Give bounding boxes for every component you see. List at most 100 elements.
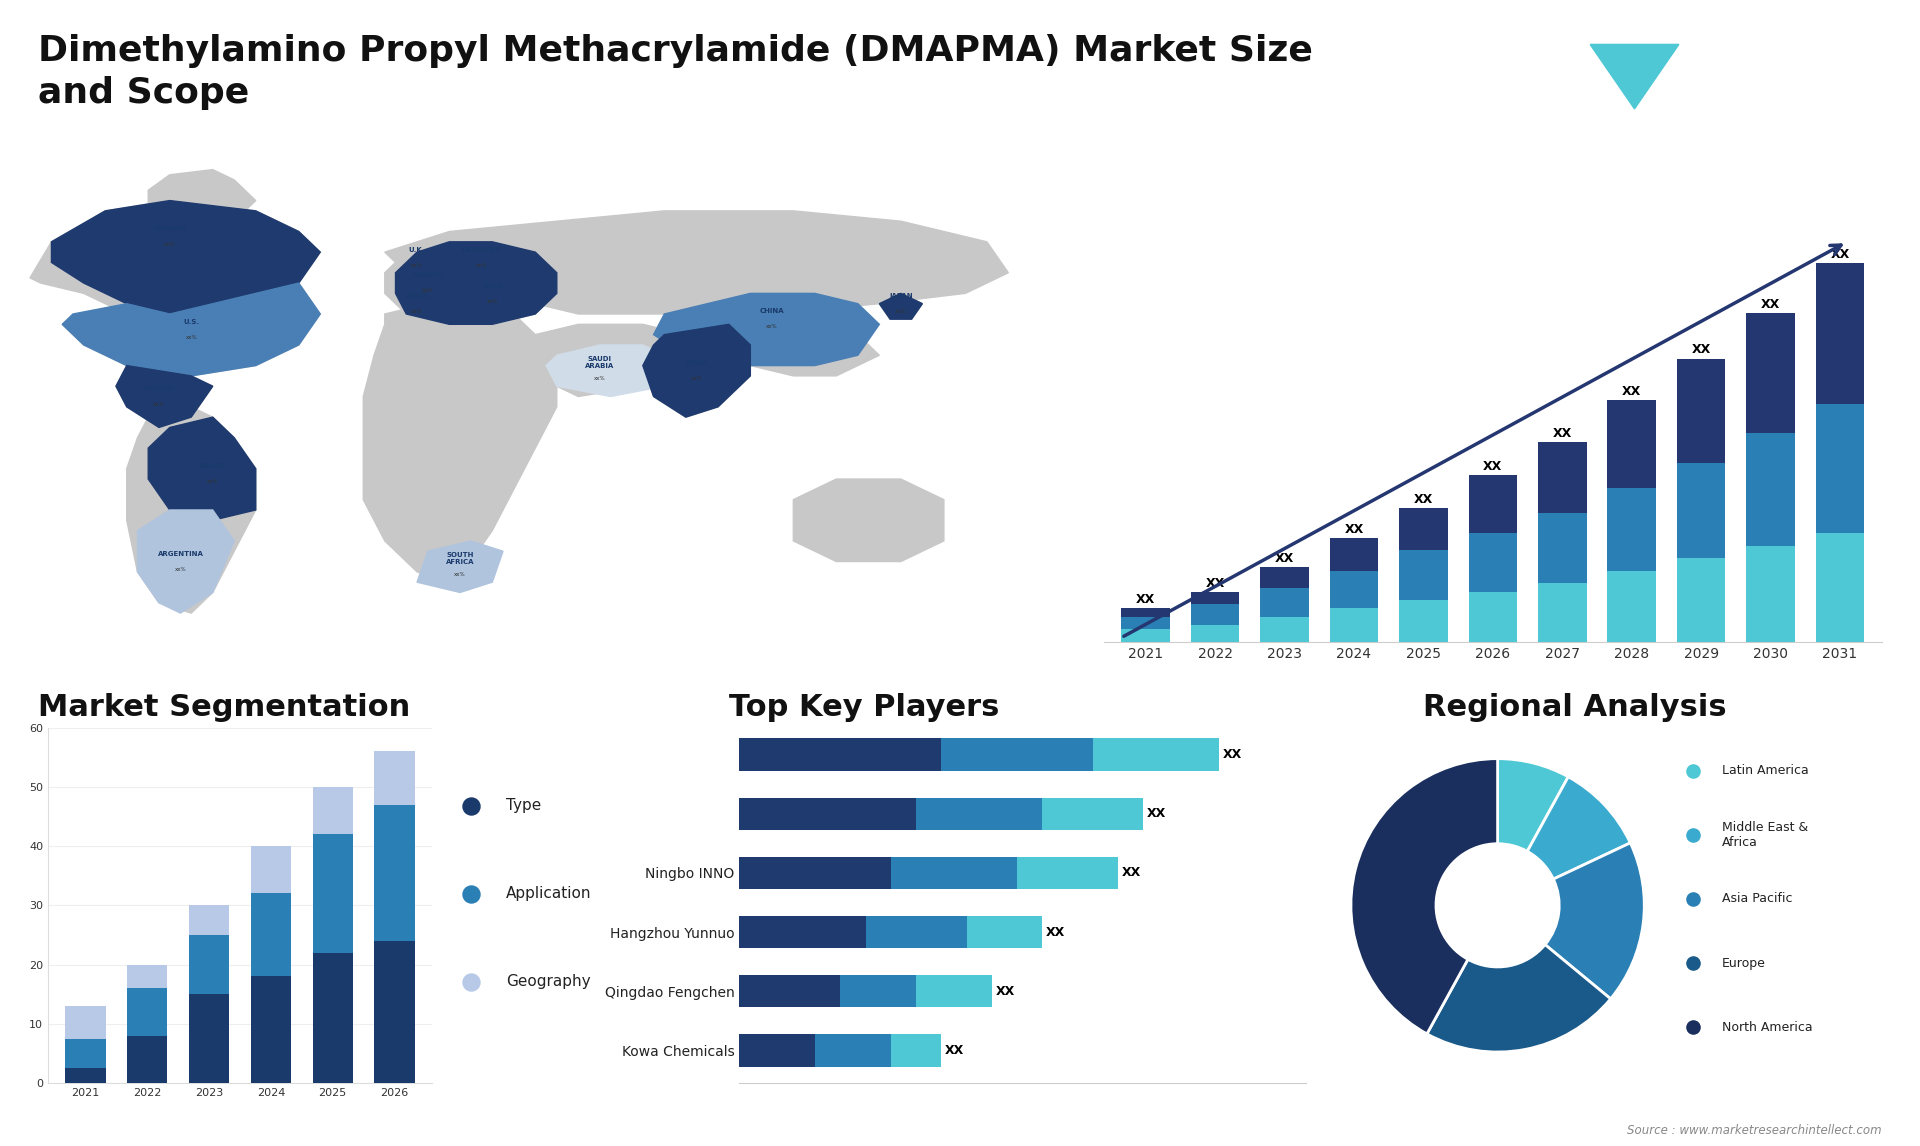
Bar [1260, 567, 1309, 588]
Text: xx%: xx% [207, 479, 219, 484]
Text: XX: XX [996, 984, 1016, 998]
Bar [1816, 405, 1864, 533]
Polygon shape [115, 366, 213, 427]
Bar [841, 975, 916, 1007]
Point [1678, 825, 1709, 843]
Text: Middle East &
Africa: Middle East & Africa [1722, 821, 1809, 849]
Bar [1469, 533, 1517, 591]
Polygon shape [148, 170, 255, 231]
Bar [1190, 604, 1240, 625]
Text: XX: XX [1622, 385, 1642, 398]
Bar [739, 916, 866, 948]
Text: Type: Type [507, 799, 541, 814]
Bar [1331, 571, 1379, 609]
Bar [1676, 359, 1726, 463]
Text: xx%: xx% [411, 309, 422, 314]
Bar [188, 994, 228, 1083]
Bar [916, 975, 993, 1007]
Bar [739, 1034, 814, 1067]
Bar [188, 905, 228, 935]
Bar [313, 787, 353, 834]
Bar [313, 952, 353, 1083]
Polygon shape [384, 211, 1008, 314]
Text: xx%: xx% [895, 309, 906, 314]
Bar [65, 1068, 106, 1083]
Bar [1745, 545, 1795, 642]
Bar [1469, 591, 1517, 642]
Polygon shape [61, 283, 321, 376]
Text: Dimethylamino Propyl Methacrylamide (DMAPMA) Market Size
and Scope: Dimethylamino Propyl Methacrylamide (DMA… [38, 34, 1313, 110]
Text: CHINA: CHINA [760, 308, 783, 314]
Polygon shape [536, 324, 685, 397]
Text: BRAZIL: BRAZIL [198, 463, 227, 469]
Text: XX: XX [1121, 866, 1140, 879]
Text: XX: XX [1223, 748, 1242, 761]
Text: xx%: xx% [422, 289, 434, 293]
Text: U.S.: U.S. [182, 319, 200, 324]
Text: SPAIN: SPAIN [405, 293, 428, 299]
Bar [1190, 625, 1240, 642]
Text: XX: XX [1046, 926, 1066, 939]
Bar [1121, 609, 1169, 617]
Polygon shape [643, 324, 751, 417]
Bar [1043, 798, 1144, 830]
Bar [966, 916, 1043, 948]
Bar [374, 752, 415, 804]
Bar [127, 1036, 167, 1083]
Wedge shape [1427, 944, 1611, 1052]
Text: xx%: xx% [766, 324, 778, 329]
Bar [1400, 550, 1448, 601]
Text: Market Segmentation: Market Segmentation [38, 693, 411, 722]
Bar [1676, 558, 1726, 642]
Bar [1121, 629, 1169, 642]
Wedge shape [1546, 843, 1644, 999]
Polygon shape [31, 201, 321, 324]
Polygon shape [879, 293, 922, 319]
Text: xx%: xx% [593, 376, 605, 380]
Bar [1331, 609, 1379, 642]
Bar [814, 1034, 891, 1067]
Bar [891, 857, 1018, 889]
Bar [1331, 537, 1379, 571]
Text: Regional Analysis: Regional Analysis [1423, 693, 1726, 722]
Text: xx%: xx% [163, 242, 175, 246]
Text: XX: XX [1137, 594, 1156, 606]
Text: Europe: Europe [1722, 957, 1766, 970]
Polygon shape [545, 345, 685, 397]
Polygon shape [751, 324, 879, 376]
Bar [941, 738, 1092, 771]
Point [455, 796, 486, 815]
Polygon shape [643, 324, 751, 417]
Polygon shape [148, 417, 255, 520]
Text: XX: XX [1413, 494, 1432, 507]
Polygon shape [52, 201, 321, 314]
Text: XX: XX [1206, 576, 1225, 590]
Bar [739, 975, 841, 1007]
Point [1678, 761, 1709, 779]
Text: North America: North America [1722, 1021, 1812, 1034]
Bar [252, 894, 292, 976]
Point [1678, 1018, 1709, 1036]
Polygon shape [138, 510, 234, 613]
Bar [1538, 512, 1586, 583]
Wedge shape [1352, 759, 1498, 1034]
Polygon shape [384, 242, 557, 324]
Text: XX: XX [1553, 426, 1572, 440]
Text: xx%: xx% [411, 262, 422, 267]
Text: xx%: xx% [186, 335, 198, 339]
Bar [866, 916, 966, 948]
Bar [1676, 463, 1726, 558]
Bar [127, 988, 167, 1036]
Text: XX: XX [1344, 523, 1363, 535]
Bar [374, 941, 415, 1083]
Bar [891, 1034, 941, 1067]
Bar [1400, 509, 1448, 550]
Bar [1469, 476, 1517, 533]
Text: FRANCE: FRANCE [413, 273, 444, 278]
Text: Asia Pacific: Asia Pacific [1722, 893, 1793, 905]
Bar [1607, 488, 1655, 571]
Polygon shape [879, 293, 922, 319]
Bar [1607, 571, 1655, 642]
Bar [1745, 313, 1795, 433]
Text: MARKET
RESEARCH
INTELLECT: MARKET RESEARCH INTELLECT [1761, 69, 1824, 105]
